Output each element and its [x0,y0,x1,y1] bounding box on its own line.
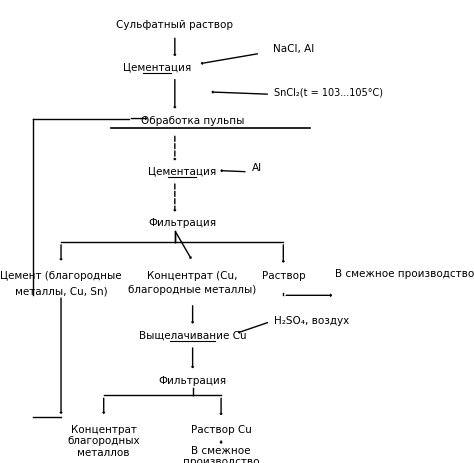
Text: Сульфатный раствор: Сульфатный раствор [116,20,233,30]
Text: Цементация: Цементация [123,63,191,72]
Text: Фильтрация: Фильтрация [148,218,216,228]
Text: Цемент (благородные: Цемент (благородные [0,271,122,281]
Text: Фильтрация: Фильтрация [159,375,227,386]
Text: Концентрат: Концентрат [71,425,137,434]
Text: Обработка пульпы: Обработка пульпы [141,116,244,125]
Text: NaCl, Al: NaCl, Al [273,44,314,54]
Text: производство: производство [183,457,259,463]
Text: благородные металлы): благородные металлы) [128,285,257,295]
Text: металлов: металлов [77,448,130,458]
Text: Раствор Cu: Раствор Cu [191,425,252,434]
Text: В смежное производство: В смежное производство [335,269,474,279]
Text: благородных: благородных [67,437,140,446]
Text: Цементация: Цементация [148,167,216,177]
Text: Выщелачивание Cu: Выщелачивание Cu [139,331,246,341]
Text: Раствор: Раствор [262,271,305,281]
Text: Концентрат (Cu,: Концентрат (Cu, [147,271,238,281]
Text: металлы, Cu, Sn): металлы, Cu, Sn) [15,286,107,296]
Text: Al: Al [252,163,263,173]
Text: SnCl₂(t = 103...105°C): SnCl₂(t = 103...105°C) [274,88,383,98]
Text: В смежное: В смежное [191,446,251,456]
Text: H₂SO₄, воздух: H₂SO₄, воздух [274,316,350,326]
